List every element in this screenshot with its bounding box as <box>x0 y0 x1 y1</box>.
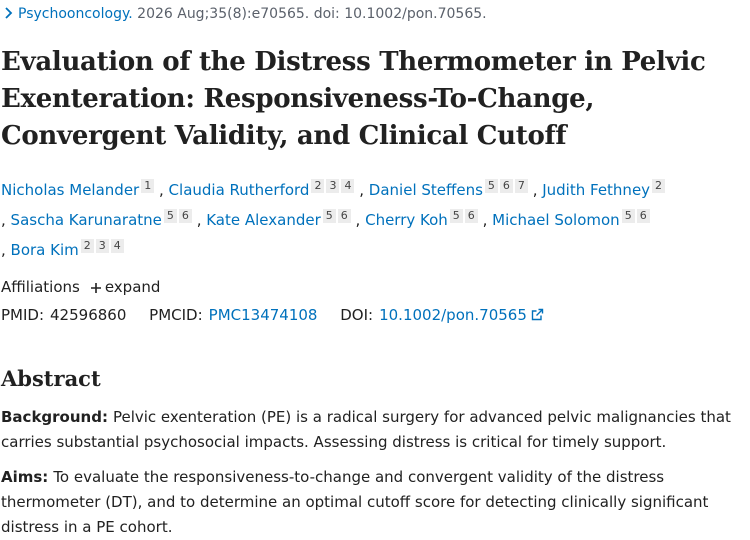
doi-label: DOI: <box>340 306 374 324</box>
pmcid: PMCID: PMC13474108 <box>149 306 317 324</box>
affiliation-ref[interactable]: 3 <box>95 239 109 253</box>
author-name[interactable]: Judith Fethney <box>542 181 651 199</box>
doi: DOI: 10.1002/pon.70565 <box>340 306 544 324</box>
affiliation-ref[interactable]: 5 <box>449 209 463 223</box>
affiliation-refs: 2 <box>650 179 666 193</box>
doi-link[interactable]: 10.1002/pon.70565 <box>379 306 527 324</box>
affiliation-ref[interactable]: 6 <box>636 209 650 223</box>
expand-toggle[interactable]: expand <box>104 278 161 296</box>
pmid: PMID: 42596860 <box>1 306 126 324</box>
affiliation-ref[interactable]: 2 <box>80 239 94 253</box>
affiliation-ref[interactable]: 6 <box>499 179 513 193</box>
abstract-heading: Abstract <box>1 366 101 391</box>
affiliation-ref[interactable]: 4 <box>341 179 355 193</box>
article-title: Evaluation of the Distress Thermometer i… <box>1 47 706 151</box>
affiliation-ref[interactable]: 5 <box>163 209 177 223</box>
section-text: Pelvic exenteration (PE) is a radical su… <box>1 408 731 451</box>
pmcid-link[interactable]: PMC13474108 <box>208 306 318 324</box>
author-name[interactable]: Cherry Koh <box>365 211 448 229</box>
pmid-value: 42596860 <box>50 306 127 324</box>
author-name[interactable]: Kate Alexander <box>206 211 321 229</box>
affiliation-ref[interactable]: 5 <box>322 209 336 223</box>
abstract-section: Background: Pelvic exenteration (PE) is a… <box>1 405 750 455</box>
identifiers: PMID: 42596860 PMCID: PMC13474108 DOI: 10.1… <box>1 305 750 325</box>
author: Nicholas Melander 1 <box>1 179 155 199</box>
affiliation-ref[interactable]: 7 <box>514 179 528 193</box>
affiliations: Affiliations expand <box>1 277 750 297</box>
citation: 2026 Aug;35(8):e70565. doi: 10.1002/pon.… <box>137 6 487 22</box>
plus-icon[interactable] <box>90 282 102 294</box>
section-label: Background: <box>1 408 108 426</box>
pmcid-label: PMCID: <box>149 306 203 324</box>
affiliation-ref[interactable]: 5 <box>621 209 635 223</box>
author-name[interactable]: Bora Kim <box>10 241 79 259</box>
section-label: Aims: <box>1 468 49 486</box>
chevron-icon <box>5 7 13 19</box>
affiliation-ref[interactable]: 3 <box>326 179 340 193</box>
affiliation-ref[interactable]: 6 <box>337 209 351 223</box>
affiliation-ref[interactable]: 1 <box>141 179 155 193</box>
affiliation-ref[interactable]: 5 <box>484 179 498 193</box>
abstract-section: Aims: To evaluate the responsiveness-to-c… <box>1 465 750 540</box>
affiliation-ref[interactable]: 6 <box>464 209 478 223</box>
external-link-icon[interactable] <box>531 308 544 321</box>
page: Psychooncology. 2026 Aug;35(8):e70565. d… <box>1 6 731 536</box>
affiliations-label: Affiliations <box>1 278 80 296</box>
journal-link[interactable]: Psychooncology. <box>18 6 133 22</box>
author-name[interactable]: Michael Solomon <box>492 211 620 229</box>
section-text: To evaluate the responsiveness-to-change… <box>1 468 709 536</box>
author-name[interactable]: Nicholas Melander <box>1 181 140 199</box>
affiliation-refs: 1 <box>139 179 155 193</box>
journal-line: Psychooncology. 2026 Aug;35(8):e70565. d… <box>1 0 750 28</box>
affiliation-ref[interactable]: 6 <box>178 209 192 223</box>
abstract-body: Background: Pelvic exenteration (PE) is a… <box>1 405 750 540</box>
author-name[interactable]: Daniel Steffens <box>368 181 483 199</box>
affiliation-ref[interactable]: 2 <box>311 179 325 193</box>
affiliation-ref[interactable]: 4 <box>110 239 124 253</box>
author-name[interactable]: Sascha Karunaratne <box>10 211 162 229</box>
pmid-label: PMID: <box>1 306 45 324</box>
author-name[interactable]: Claudia Rutherford <box>168 181 310 199</box>
affiliation-ref[interactable]: 2 <box>652 179 666 193</box>
